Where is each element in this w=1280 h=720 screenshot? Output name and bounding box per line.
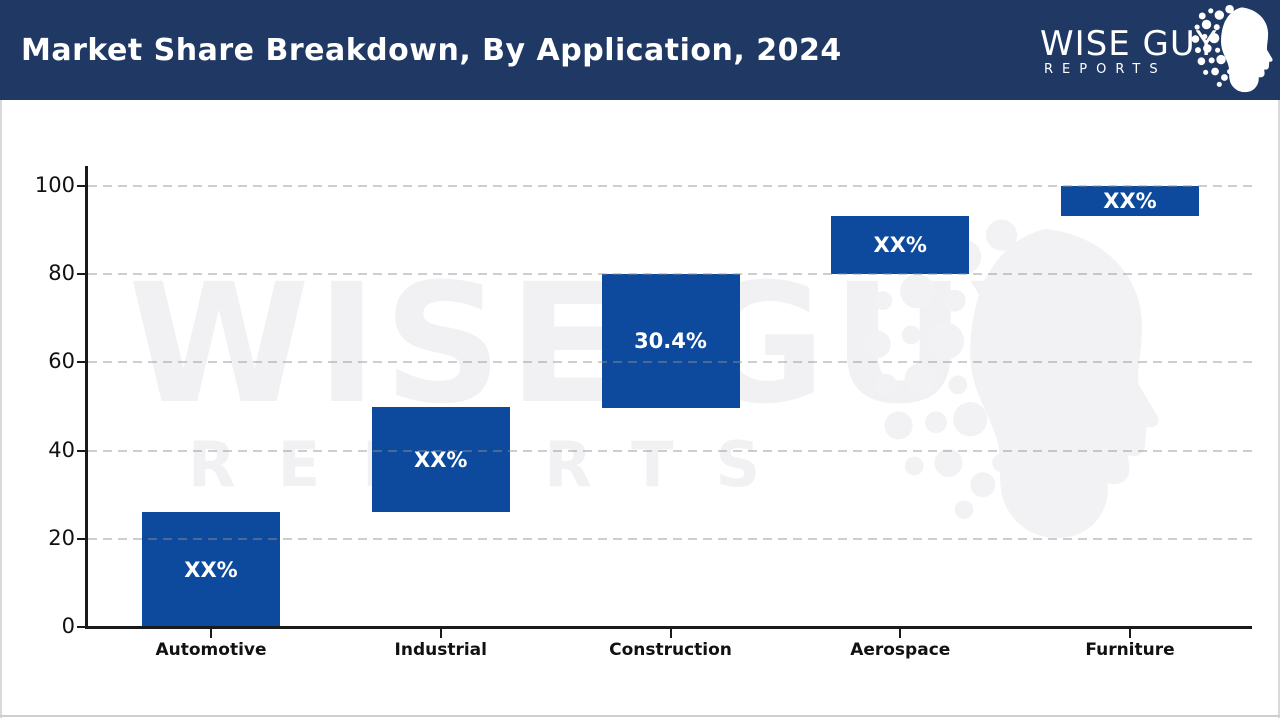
y-tick-20: [77, 537, 86, 540]
x-tick-aerospace: [899, 629, 902, 638]
gridline-60: [88, 361, 1252, 364]
x-axis: [85, 626, 1252, 629]
brand-head-icon: [1191, 4, 1273, 93]
y-tick-label-100: 100: [34, 173, 75, 197]
page-border-bottom: [0, 715, 1280, 717]
y-tick-60: [77, 361, 86, 364]
page-border-left: [0, 100, 2, 718]
bar-construction: [601, 274, 740, 409]
x-tick-label-furniture: Furniture: [1085, 640, 1175, 660]
x-tick-label-construction: Construction: [609, 640, 732, 660]
gridline-20: [88, 537, 1252, 540]
page-title: Market Share Breakdown, By Application, …: [21, 33, 842, 68]
bar-aerospace: [831, 215, 970, 275]
page-border-right: [1278, 100, 1280, 718]
header: Market Share Breakdown, By Application, …: [0, 0, 1280, 100]
gridline-40: [88, 449, 1252, 452]
bar-label-industrial: XX%: [414, 447, 468, 472]
x-tick-construction: [669, 629, 672, 638]
y-tick-label-60: 60: [48, 349, 75, 374]
bar-automotive: [142, 512, 280, 627]
x-tick-automotive: [210, 629, 212, 638]
gridline-80: [88, 273, 1252, 276]
y-tick-100: [77, 185, 86, 187]
y-tick-label-80: 80: [48, 261, 75, 286]
y-axis: [85, 166, 88, 629]
y-tick-label-0: 0: [61, 614, 75, 638]
bar-industrial: [371, 407, 510, 513]
bar-furniture: [1061, 186, 1199, 216]
brand-subwordmark: REPORTS: [1044, 62, 1167, 77]
x-tick-label-industrial: Industrial: [394, 640, 487, 660]
bar-label-furniture: XX%: [1103, 188, 1157, 213]
brand-wordmark: WISE GUY: [1040, 24, 1218, 64]
x-tick-label-aerospace: Aerospace: [850, 640, 951, 660]
y-tick-80: [77, 273, 86, 276]
y-tick-40: [77, 449, 86, 452]
y-tick-0: [77, 626, 86, 628]
y-tick-label-20: 20: [48, 525, 75, 550]
bar-label-aerospace: XX%: [873, 233, 927, 258]
gridline-100: [88, 185, 1252, 187]
x-tick-industrial: [439, 629, 442, 638]
bar-label-automotive: XX%: [184, 557, 238, 582]
bar-label-construction: 30.4%: [634, 329, 707, 354]
x-tick-label-automotive: Automotive: [155, 640, 267, 660]
x-tick-furniture: [1129, 629, 1131, 638]
y-tick-label-40: 40: [48, 437, 75, 462]
brand-logo: WISE GUY REPORTS: [1026, 0, 1278, 100]
